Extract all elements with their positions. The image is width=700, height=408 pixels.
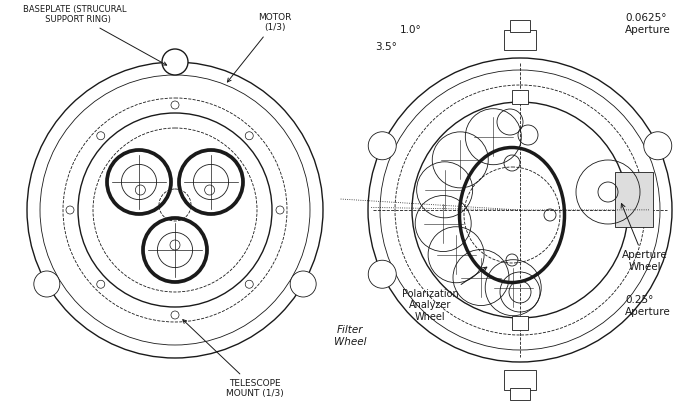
Circle shape	[245, 280, 253, 288]
Circle shape	[171, 311, 179, 319]
Text: MOTOR
(1/3): MOTOR (1/3)	[228, 13, 292, 82]
Text: Aperture
Wheel: Aperture Wheel	[621, 204, 668, 272]
Circle shape	[204, 185, 215, 195]
Circle shape	[159, 189, 191, 221]
Bar	[504, 370, 536, 390]
Circle shape	[66, 206, 74, 214]
Bar	[510, 20, 530, 32]
Text: TELESCOPE
MOUNT (1/3): TELESCOPE MOUNT (1/3)	[183, 319, 284, 398]
Circle shape	[276, 206, 284, 214]
Circle shape	[34, 271, 60, 297]
Circle shape	[290, 271, 316, 297]
Text: 3.5°: 3.5°	[375, 42, 397, 52]
Bar	[512, 90, 528, 104]
Text: 0.25°
Aperture: 0.25° Aperture	[625, 295, 671, 317]
Circle shape	[170, 240, 180, 250]
Text: 1.0°: 1.0°	[400, 25, 421, 35]
Circle shape	[368, 132, 396, 160]
Circle shape	[245, 132, 253, 140]
Text: Polarization
Analyzer
Wheel: Polarization Analyzer Wheel	[402, 267, 486, 322]
Circle shape	[97, 132, 105, 140]
Bar	[510, 388, 530, 400]
Circle shape	[644, 132, 672, 160]
Bar	[504, 30, 536, 50]
Circle shape	[368, 260, 396, 288]
Text: Filter
Wheel: Filter Wheel	[334, 326, 366, 347]
Circle shape	[143, 218, 207, 282]
Text: 0.0625°
Aperture: 0.0625° Aperture	[625, 13, 671, 35]
Text: BASEPLATE (STRUCURAL
  SUPPORT RING): BASEPLATE (STRUCURAL SUPPORT RING)	[23, 4, 167, 65]
Circle shape	[171, 101, 179, 109]
Circle shape	[107, 150, 171, 214]
Bar	[615, 172, 653, 227]
Circle shape	[179, 150, 243, 214]
Circle shape	[97, 280, 105, 288]
Bar	[512, 316, 528, 330]
Circle shape	[135, 185, 146, 195]
Circle shape	[162, 49, 188, 75]
